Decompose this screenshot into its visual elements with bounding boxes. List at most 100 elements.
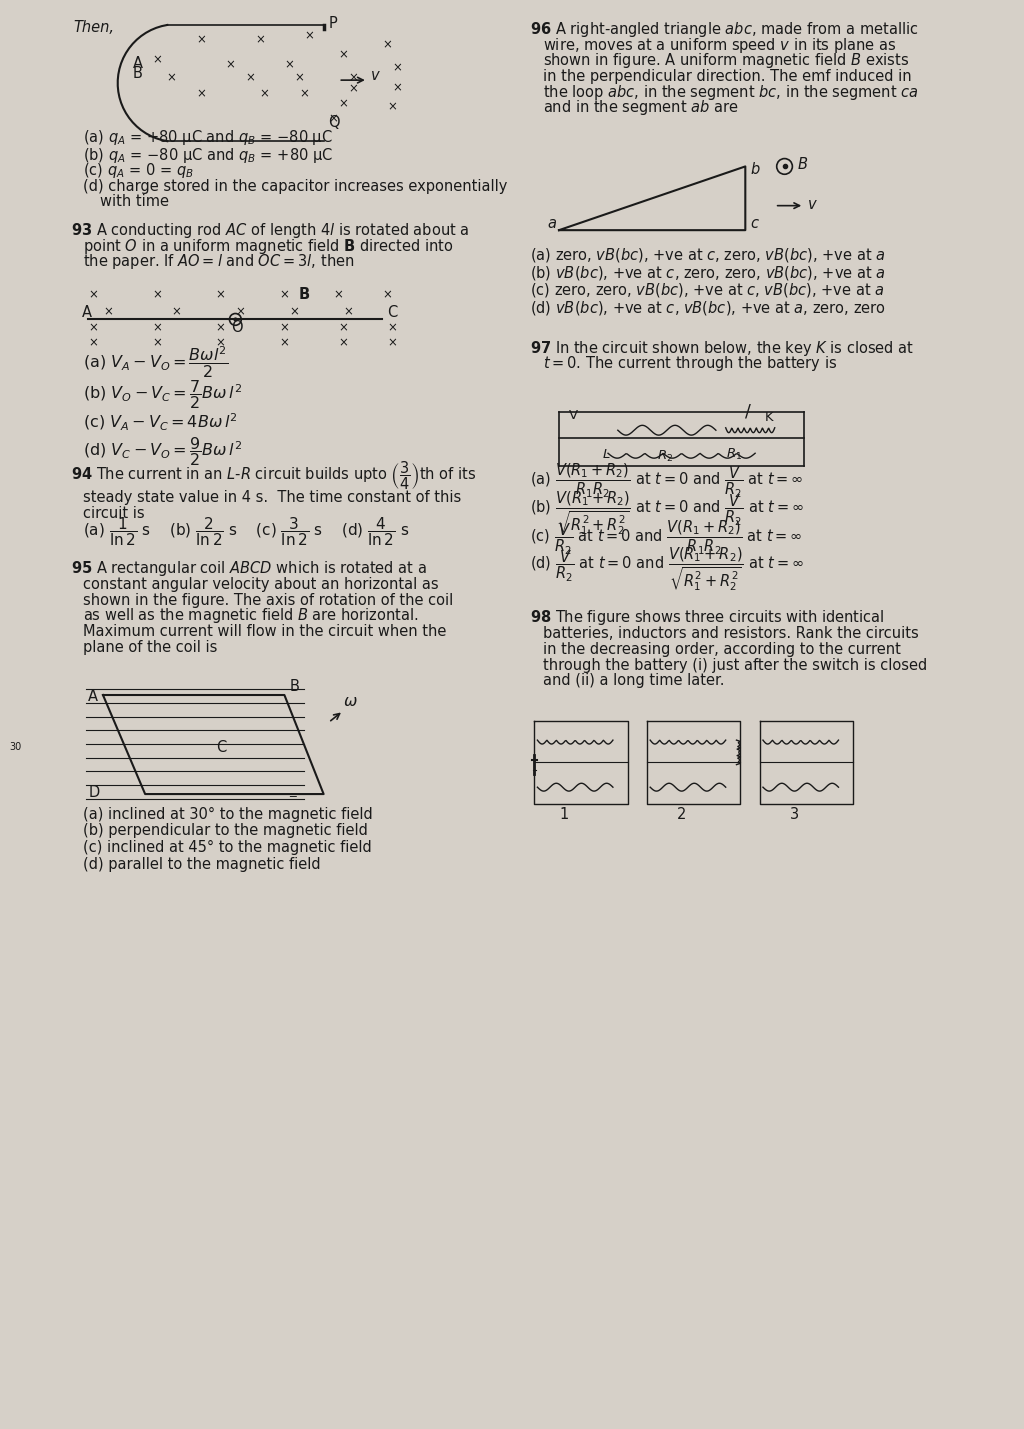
Text: P: P	[329, 16, 337, 31]
Text: ×: ×	[245, 71, 255, 84]
Text: shown in figure. A uniform magnetic field $B$ exists: shown in figure. A uniform magnetic fiel…	[544, 51, 909, 70]
Text: ×: ×	[387, 322, 397, 334]
Text: ×: ×	[152, 322, 162, 334]
Text: (d) $vB(bc)$, +ve at $c$, $vB(bc)$, +ve at $a$, zero, zero: (d) $vB(bc)$, +ve at $c$, $vB(bc)$, +ve …	[529, 299, 886, 317]
Text: Maximum current will flow in the circuit when the: Maximum current will flow in the circuit…	[83, 624, 446, 639]
Text: ×: ×	[172, 306, 181, 319]
Text: the paper. If $AO = l$ and $OC = 3l$, then: the paper. If $AO = l$ and $OC = 3l$, th…	[83, 253, 354, 272]
Text: C: C	[387, 306, 397, 320]
Text: $\omega$: $\omega$	[343, 694, 358, 709]
Text: and (ii) a long time later.: and (ii) a long time later.	[544, 673, 725, 689]
Text: ×: ×	[338, 49, 348, 61]
Text: $R_1$: $R_1$	[726, 447, 742, 462]
Text: ×: ×	[216, 322, 225, 334]
Text: as well as the magnetic field $B$ are horizontal.: as well as the magnetic field $B$ are ho…	[83, 606, 419, 626]
Text: ×: ×	[343, 306, 353, 319]
Text: (d) $V_C - V_O = \dfrac{9}{2}B\omega\, l^2$: (d) $V_C - V_O = \dfrac{9}{2}B\omega\, l…	[83, 434, 243, 467]
Text: (a) $\dfrac{1}{\ln 2}$ s    (b) $\dfrac{2}{\ln 2}$ s    (c) $\dfrac{3}{\ln 2}$ s: (a) $\dfrac{1}{\ln 2}$ s (b) $\dfrac{2}{…	[83, 516, 410, 549]
Text: (c) $V_A - V_C = 4B\omega\, l^2$: (c) $V_A - V_C = 4B\omega\, l^2$	[83, 412, 238, 433]
Text: v: v	[371, 69, 379, 83]
Text: ×: ×	[88, 289, 98, 302]
Text: in the perpendicular direction. The emf induced in: in the perpendicular direction. The emf …	[544, 69, 912, 84]
Text: (b) $q_A$ = −80 μC and $q_B$ = +80 μC: (b) $q_A$ = −80 μC and $q_B$ = +80 μC	[83, 146, 334, 164]
Text: (c) $q_A$ = 0 = $q_B$: (c) $q_A$ = 0 = $q_B$	[83, 161, 195, 180]
Text: shown in the figure. The axis of rotation of the coil: shown in the figure. The axis of rotatio…	[83, 593, 454, 607]
Text: constant angular velocity about an horizontal as: constant angular velocity about an horiz…	[83, 577, 439, 592]
Text: (b) $V_O - V_C = \dfrac{7}{2}B\omega\, l^2$: (b) $V_O - V_C = \dfrac{7}{2}B\omega\, l…	[83, 377, 243, 412]
Text: Then,: Then,	[74, 20, 115, 36]
Text: ×: ×	[103, 306, 113, 319]
Text: B: B	[798, 157, 807, 173]
Text: ×: ×	[236, 306, 245, 319]
Text: (a) inclined at 30° to the magnetic field: (a) inclined at 30° to the magnetic fiel…	[83, 806, 373, 822]
Text: ×: ×	[304, 29, 314, 41]
Text: $\bf{96}$ A right-angled triangle $abc$, made from a metallic: $\bf{96}$ A right-angled triangle $abc$,…	[529, 20, 918, 39]
Text: ×: ×	[88, 322, 98, 334]
Text: ×: ×	[382, 289, 392, 302]
Text: the loop $abc$, in the segment $bc$, in the segment $ca$: the loop $abc$, in the segment $bc$, in …	[544, 83, 919, 101]
Text: L: L	[603, 447, 610, 460]
Text: /: /	[745, 403, 752, 420]
Text: ×: ×	[280, 322, 290, 334]
Text: B: B	[290, 679, 299, 694]
Text: ×: ×	[197, 34, 206, 47]
Text: (b) $vB(bc)$, +ve at $c$, zero, zero, $vB(bc)$, +ve at $a$: (b) $vB(bc)$, +ve at $c$, zero, zero, $v…	[529, 264, 886, 282]
Text: ×: ×	[152, 337, 162, 350]
Text: (a) $q_A$ = +80 μC and $q_B$ = −80 μC: (a) $q_A$ = +80 μC and $q_B$ = −80 μC	[83, 129, 333, 147]
Text: ×: ×	[225, 59, 236, 71]
Text: steady state value in 4 s.  The time constant of this: steady state value in 4 s. The time cons…	[83, 490, 462, 504]
Text: c: c	[751, 216, 758, 231]
Text: $\bf{98}$ The figure shows three circuits with identical: $\bf{98}$ The figure shows three circuit…	[529, 609, 884, 627]
Text: B: B	[299, 287, 310, 302]
Text: circuit is: circuit is	[83, 506, 145, 520]
Text: ×: ×	[382, 39, 392, 51]
Text: a: a	[547, 216, 556, 231]
Text: 1: 1	[559, 806, 568, 822]
Text: through the battery (i) just after the switch is closed: through the battery (i) just after the s…	[544, 657, 928, 673]
Text: ×: ×	[338, 337, 348, 350]
Text: ×: ×	[260, 87, 269, 101]
Text: $R_2$: $R_2$	[657, 449, 673, 464]
Text: ×: ×	[392, 81, 402, 94]
Text: ×: ×	[294, 71, 304, 84]
Text: ×: ×	[285, 59, 294, 71]
Text: and in the segment $ab$ are: and in the segment $ab$ are	[544, 99, 739, 117]
Text: (a) zero, $vB(bc)$, +ve at $c$, zero, $vB(bc)$, +ve at $a$: (a) zero, $vB(bc)$, +ve at $c$, zero, $v…	[529, 246, 885, 264]
Text: ×: ×	[348, 83, 358, 96]
Text: $\bf{94}$ The current in an $L$-$R$ circuit builds upto $\left(\dfrac{3}{4}\righ: $\bf{94}$ The current in an $L$-$R$ circ…	[71, 460, 476, 492]
Text: $t = 0$. The current through the battery is: $t = 0$. The current through the battery…	[544, 354, 838, 373]
Text: ×: ×	[216, 337, 225, 350]
Text: ×: ×	[392, 61, 402, 74]
Text: ×: ×	[348, 71, 358, 84]
Text: (b) perpendicular to the magnetic field: (b) perpendicular to the magnetic field	[83, 823, 369, 839]
Text: ×: ×	[299, 87, 309, 101]
Text: (d) charge stored in the capacitor increases exponentially: (d) charge stored in the capacitor incre…	[83, 179, 508, 194]
Text: B: B	[132, 66, 142, 81]
Text: K: K	[765, 412, 773, 424]
Text: $\bf{93}$ A conducting rod $AC$ of length $4l$ is rotated about a: $\bf{93}$ A conducting rod $AC$ of lengt…	[71, 221, 469, 240]
Text: ×: ×	[152, 289, 162, 302]
Text: V: V	[568, 410, 578, 423]
Text: ×: ×	[290, 306, 299, 319]
Text: C: C	[216, 740, 226, 755]
Text: A: A	[88, 689, 98, 704]
Text: ×: ×	[387, 100, 397, 113]
Text: plane of the coil is: plane of the coil is	[83, 640, 218, 654]
Text: Q: Q	[329, 116, 340, 130]
Text: ×: ×	[280, 337, 290, 350]
Text: ×: ×	[216, 289, 225, 302]
Text: ×: ×	[338, 97, 348, 110]
Text: ×: ×	[338, 322, 348, 334]
Text: ×: ×	[167, 71, 176, 84]
Text: b: b	[751, 163, 760, 177]
Text: A: A	[132, 56, 142, 71]
Text: (a) $V_A - V_O = \dfrac{B\omega l^2}{2}$: (a) $V_A - V_O = \dfrac{B\omega l^2}{2}$	[83, 344, 228, 380]
Text: (d) parallel to the magnetic field: (d) parallel to the magnetic field	[83, 856, 321, 872]
Text: ×: ×	[197, 87, 206, 101]
Text: A: A	[81, 306, 91, 320]
Text: (c) $\dfrac{V}{R_2}$ at $t=0$ and $\dfrac{V(R_1+R_2)}{R_1 R_2}$ at $t=\infty$: (c) $\dfrac{V}{R_2}$ at $t=0$ and $\dfra…	[529, 519, 802, 556]
Text: ×: ×	[280, 289, 290, 302]
Text: ─: ─	[290, 792, 296, 802]
Text: v: v	[808, 197, 817, 211]
Text: 3: 3	[790, 806, 799, 822]
